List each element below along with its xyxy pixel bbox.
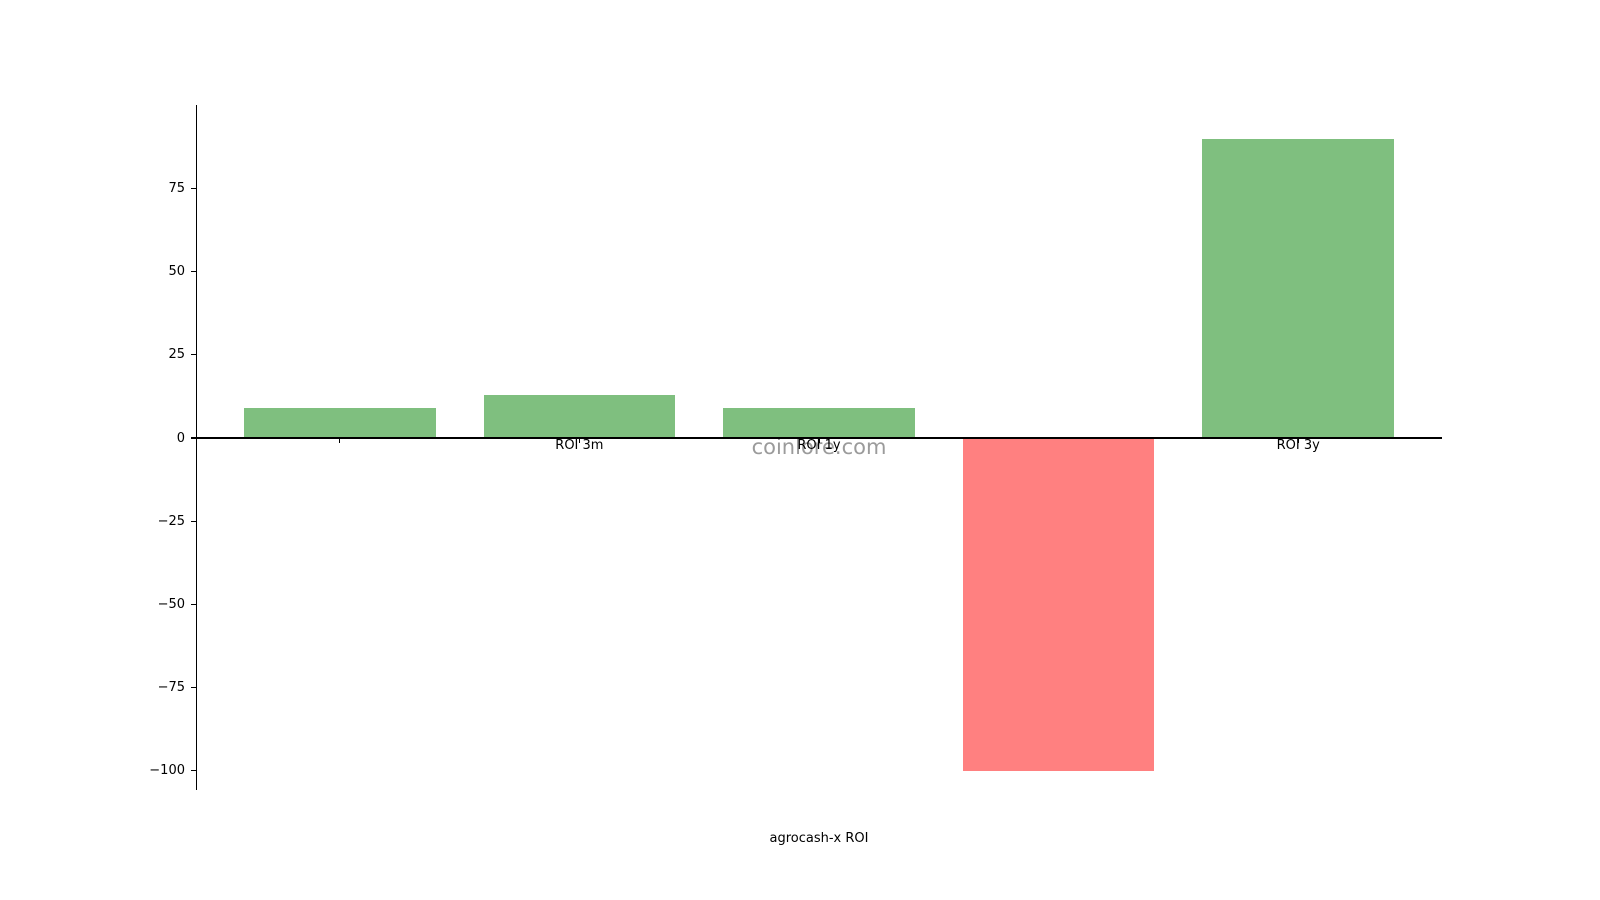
y-tick-label--75: −75 [157, 680, 185, 696]
y-tick-mark--75 [191, 686, 196, 689]
x-tick-label-roi-1y: ROI 1y [797, 438, 841, 454]
y-tick-mark--25 [191, 520, 196, 522]
bar-roi-1y [723, 408, 915, 438]
y-tick-mark--100 [191, 770, 196, 772]
y-tick-label-25: 25 [168, 347, 185, 363]
y-tick-mark-50 [191, 271, 196, 273]
x-tick-label-roi-3m: ROI 3m [555, 438, 604, 454]
x-axis-zero-line [196, 437, 1442, 439]
x-tick-mark-0 [339, 438, 341, 444]
y-axis-line [196, 105, 198, 790]
y-tick-label--100: −100 [149, 763, 185, 779]
bar-3 [962, 438, 1155, 772]
y-tick-label--25: −25 [157, 513, 185, 529]
chart-title: agrocash-x ROI [769, 831, 869, 846]
bar-0 [243, 408, 436, 438]
bar-roi-3m [483, 394, 676, 438]
x-tick-label-roi-3y: ROI 3y [1276, 438, 1320, 454]
y-tick-mark-75 [191, 187, 196, 190]
y-tick-label-75: 75 [168, 181, 185, 196]
watermark: coinlore.com [751, 434, 887, 459]
y-tick-label-50: 50 [168, 264, 185, 280]
y-tick-mark-0 [191, 437, 196, 439]
y-tick-label-0: 0 [176, 430, 185, 446]
bar-roi-3y [1202, 138, 1395, 438]
x-tick-mark-4 [1297, 438, 1299, 444]
y-tick-mark-25 [191, 354, 196, 356]
y-tick-mark--50 [191, 603, 196, 605]
y-tick-label--50: −50 [157, 596, 185, 612]
x-tick-mark-1 [578, 438, 580, 444]
x-tick-mark-2 [818, 438, 820, 444]
